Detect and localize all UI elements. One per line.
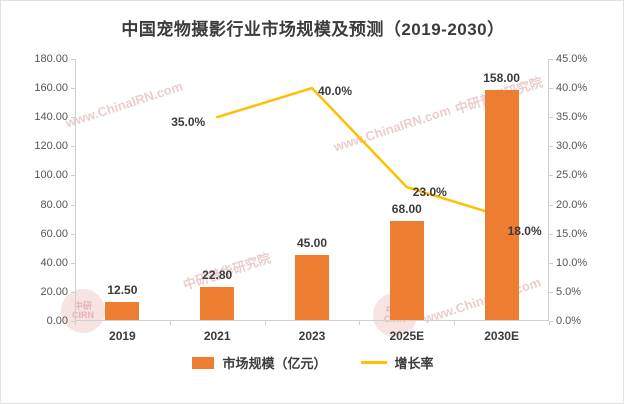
growth-rate-line [215, 86, 503, 218]
y-axis-right-tick-mark [549, 233, 553, 235]
growth-rate-label: 18.0% [507, 224, 542, 239]
y-axis-left-tick-mark [71, 117, 75, 119]
y-axis-right-tick-label: 45.0% [556, 53, 588, 65]
y-axis-right-tick-label: 30.0% [556, 140, 588, 153]
y-axis-left-tick-label: 180.00 [34, 53, 68, 65]
chart-title: 中国宠物摄影行业市场规模及预测（2019-2030） [121, 20, 505, 39]
y-axis-right-tick-label: 35.0% [556, 111, 588, 124]
x-axis-tick-mark [264, 321, 266, 325]
y-axis-right-tick-label: 20.0% [556, 198, 588, 211]
bar-value-label: 22.80 [202, 267, 233, 282]
x-axis-category-label: 2021 [203, 329, 231, 343]
x-axis-category-label: 2023 [298, 329, 326, 343]
x-axis-category-label: 2030E [484, 329, 519, 343]
bar-value-label: 158.00 [483, 71, 520, 86]
y-axis-left-tick-label: 20.00 [40, 285, 68, 298]
growth-rate-label: 35.0% [171, 115, 206, 130]
legend-swatch-bar-icon [192, 356, 215, 369]
bar-2019[interactable] [105, 301, 140, 320]
y-axis-right [548, 59, 549, 321]
y-axis-left-tick-label: 40.00 [40, 256, 68, 269]
plot-area: 0.00 20.00 40.00 60.00 80.00 100.00 120.00 140.… [34, 53, 587, 343]
y-axis-right-tick-mark [549, 117, 553, 119]
x-axis-tick-mark [454, 321, 456, 325]
y-axis-left-tick-label: 120.00 [34, 140, 68, 153]
legend-label: 增长率 [394, 356, 434, 371]
chart-legend: 市场规模（亿元） 增长率 [1, 353, 623, 372]
y-axis-left-tick-label: 60.00 [40, 227, 68, 240]
growth-rate-label: 23.0% [412, 185, 447, 200]
x-axis-category-label: 2019 [109, 329, 136, 343]
y-axis-left-tick-label: 80.00 [40, 198, 68, 211]
y-axis-left-tick-mark [71, 146, 75, 148]
y-axis-right-tick-mark [549, 321, 553, 322]
y-axis-left-tick-mark [71, 204, 75, 206]
y-axis-right-tick-mark [549, 291, 553, 293]
y-axis-left-tick-label: 100.00 [34, 169, 68, 182]
y-axis-right-tick-mark [549, 88, 553, 90]
x-axis-tick-mark [169, 321, 171, 325]
y-axis-left-tick-mark [71, 262, 75, 264]
y-axis-right-tick-mark [549, 204, 553, 206]
y-axis-right-tick-mark [549, 146, 553, 148]
y-axis-left-tick-mark [71, 59, 75, 60]
y-axis-right-tick-label: 0.0% [556, 315, 582, 327]
x-axis-tick-mark [549, 321, 550, 325]
y-axis-left-tick-mark [71, 233, 75, 235]
y-axis-right-tick-label: 25.0% [556, 169, 588, 182]
y-axis-left-tick-mark [71, 291, 75, 293]
y-axis-right-tick-label: 10.0% [556, 256, 588, 269]
y-axis-right-tick-label: 5.0% [556, 285, 582, 298]
legend-item-growth-rate[interactable]: 增长率 [360, 353, 434, 372]
x-axis-category-label: 2025E [389, 329, 425, 343]
x-axis-tick-mark [75, 321, 76, 325]
bar-2030E[interactable] [484, 90, 519, 320]
y-axis-left-tick-label: 0.00 [46, 315, 68, 327]
y-axis-right-tick-label: 15.0% [556, 227, 588, 240]
y-axis-left-tick-mark [71, 321, 75, 322]
y-axis-right-tick-label: 40.0% [556, 82, 588, 95]
legend-swatch-line-icon [360, 361, 387, 364]
bar-value-label: 12.50 [107, 282, 138, 297]
bar-value-label: 45.00 [296, 235, 328, 250]
x-axis-tick-mark [359, 321, 361, 325]
bar-2023[interactable] [295, 254, 329, 320]
y-axis-left-tick-label: 160.00 [34, 82, 68, 95]
y-axis-left-tick-mark [71, 175, 75, 177]
legend-item-market-size[interactable]: 市场规模（亿元） [192, 353, 327, 372]
x-axis [75, 320, 549, 321]
y-axis-right-tick-mark [549, 175, 553, 177]
y-axis-left-tick-mark [71, 88, 75, 90]
bar-2025E[interactable] [389, 221, 424, 320]
legend-label: 市场规模（亿元） [222, 356, 327, 371]
y-axis-right-tick-mark [549, 262, 553, 264]
y-axis-right-tick-mark [549, 59, 553, 60]
y-axis-left [75, 59, 76, 321]
growth-rate-label: 40.0% [318, 84, 353, 99]
bar-2021[interactable] [200, 286, 235, 320]
y-axis-left-tick-label: 140.00 [34, 111, 68, 124]
bar-value-label: 68.00 [391, 202, 422, 217]
